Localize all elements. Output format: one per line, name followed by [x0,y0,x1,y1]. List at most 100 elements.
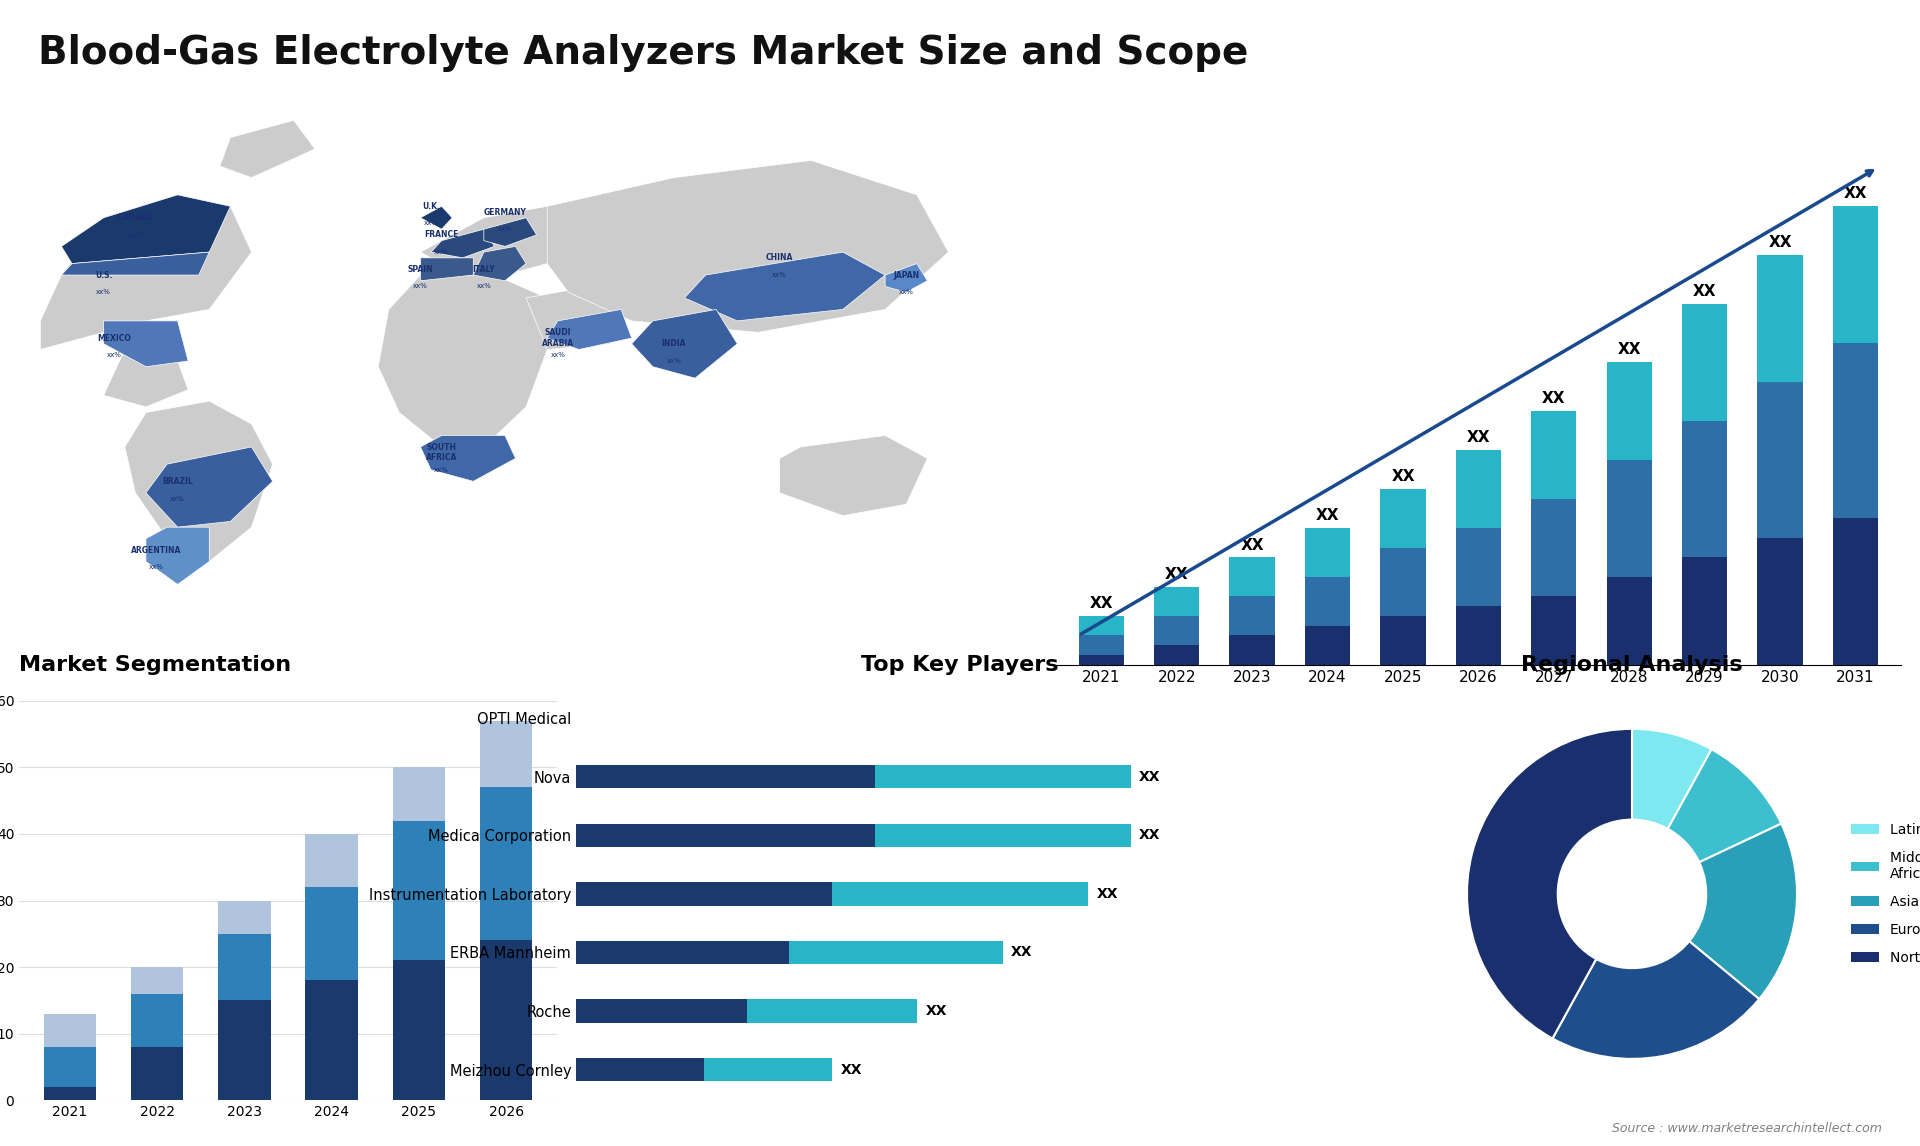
Bar [1229,635,1275,665]
Text: RESEARCH: RESEARCH [1730,83,1803,96]
Bar [576,999,747,1022]
Text: xx%: xx% [434,466,449,473]
Bar [1380,548,1425,615]
Text: INTELLECT: INTELLECT [1730,108,1803,121]
Polygon shape [547,160,948,332]
Bar [1682,421,1728,557]
Text: xx%: xx% [476,283,492,290]
Text: xx%: xx% [666,358,682,364]
Text: XX: XX [841,1062,862,1077]
Bar [1306,626,1350,665]
Text: CHINA: CHINA [766,253,793,262]
Polygon shape [146,447,273,527]
Text: XX: XX [1315,509,1340,524]
Bar [44,1047,96,1086]
Bar [1757,256,1803,382]
Bar [394,960,445,1100]
Title: Top Key Players: Top Key Players [862,654,1058,675]
Bar [480,721,532,787]
Bar [1380,615,1425,665]
Bar [1834,518,1878,665]
Bar [131,994,182,1047]
Bar [131,967,182,994]
Text: Blood-Gas Electrolyte Analyzers Market Size and Scope: Blood-Gas Electrolyte Analyzers Market S… [38,34,1248,72]
Bar [1607,460,1651,576]
Bar [876,824,1131,847]
Bar [1154,645,1200,665]
Bar [44,1086,96,1100]
Bar [394,768,445,821]
Polygon shape [547,309,632,350]
Bar [576,1058,705,1082]
Text: XX: XX [1617,343,1642,358]
Text: XX: XX [1012,945,1033,959]
Bar [480,787,532,941]
Bar [305,834,357,887]
Bar [876,766,1131,788]
Wedge shape [1690,824,1797,999]
Bar [1682,304,1728,421]
Bar [1079,654,1123,665]
Polygon shape [378,275,547,447]
Text: XX: XX [1843,187,1868,202]
Wedge shape [1553,941,1759,1059]
Polygon shape [219,120,315,178]
Text: XX: XX [1768,235,1791,250]
Text: ARGENTINA: ARGENTINA [131,545,182,555]
Text: XX: XX [1392,469,1415,485]
Polygon shape [61,252,209,275]
Polygon shape [420,435,515,481]
Text: U.S.: U.S. [94,270,113,280]
Text: BRAZIL: BRAZIL [161,477,194,486]
Bar [1455,450,1501,528]
Bar [305,887,357,980]
Bar [1530,499,1576,596]
Text: INDIA: INDIA [662,339,685,348]
Bar [1530,411,1576,499]
Text: XX: XX [1693,284,1716,299]
Text: XX: XX [1139,829,1162,842]
Bar [1306,576,1350,626]
Text: xx%: xx% [129,231,142,238]
Bar [1306,528,1350,576]
Bar [1455,528,1501,606]
Polygon shape [420,206,568,275]
Polygon shape [885,264,927,292]
Text: Source : www.marketresearchintellect.com: Source : www.marketresearchintellect.com [1611,1122,1882,1135]
Title: Regional Analysis: Regional Analysis [1521,654,1743,675]
Bar [480,941,532,1100]
Text: ITALY: ITALY [472,265,495,274]
Bar [705,1058,831,1082]
Text: XX: XX [1089,596,1114,611]
Text: xx%: xx% [497,226,513,233]
Bar [394,821,445,960]
Text: XX: XX [1542,391,1565,406]
Text: XX: XX [1240,537,1263,552]
Text: XX: XX [1139,770,1162,784]
Bar [219,1000,271,1100]
Bar [1380,489,1425,548]
Legend: Latin America, Middle East &
Africa, Asia Pacific, Europe, North America: Latin America, Middle East & Africa, Asi… [1845,817,1920,971]
Bar [1079,615,1123,635]
Bar [1455,606,1501,665]
Polygon shape [125,401,273,562]
Bar [576,941,789,964]
Text: xx%: xx% [413,283,428,290]
Bar [1607,576,1651,665]
Text: XX: XX [925,1004,947,1018]
Bar [1229,557,1275,596]
Bar [1607,362,1651,460]
Text: CANADA: CANADA [117,213,154,222]
Text: xx%: xx% [772,272,787,278]
Bar [747,999,918,1022]
Polygon shape [40,195,252,350]
Bar [831,882,1089,905]
Bar [1530,596,1576,665]
Legend: Type, Application, Geography: Type, Application, Geography [576,696,716,790]
Polygon shape [780,435,927,516]
Text: xx%: xx% [150,564,163,571]
Text: xx%: xx% [551,352,564,359]
Text: xx%: xx% [424,220,438,227]
Bar [219,934,271,1000]
Text: JAPAN: JAPAN [893,270,920,280]
